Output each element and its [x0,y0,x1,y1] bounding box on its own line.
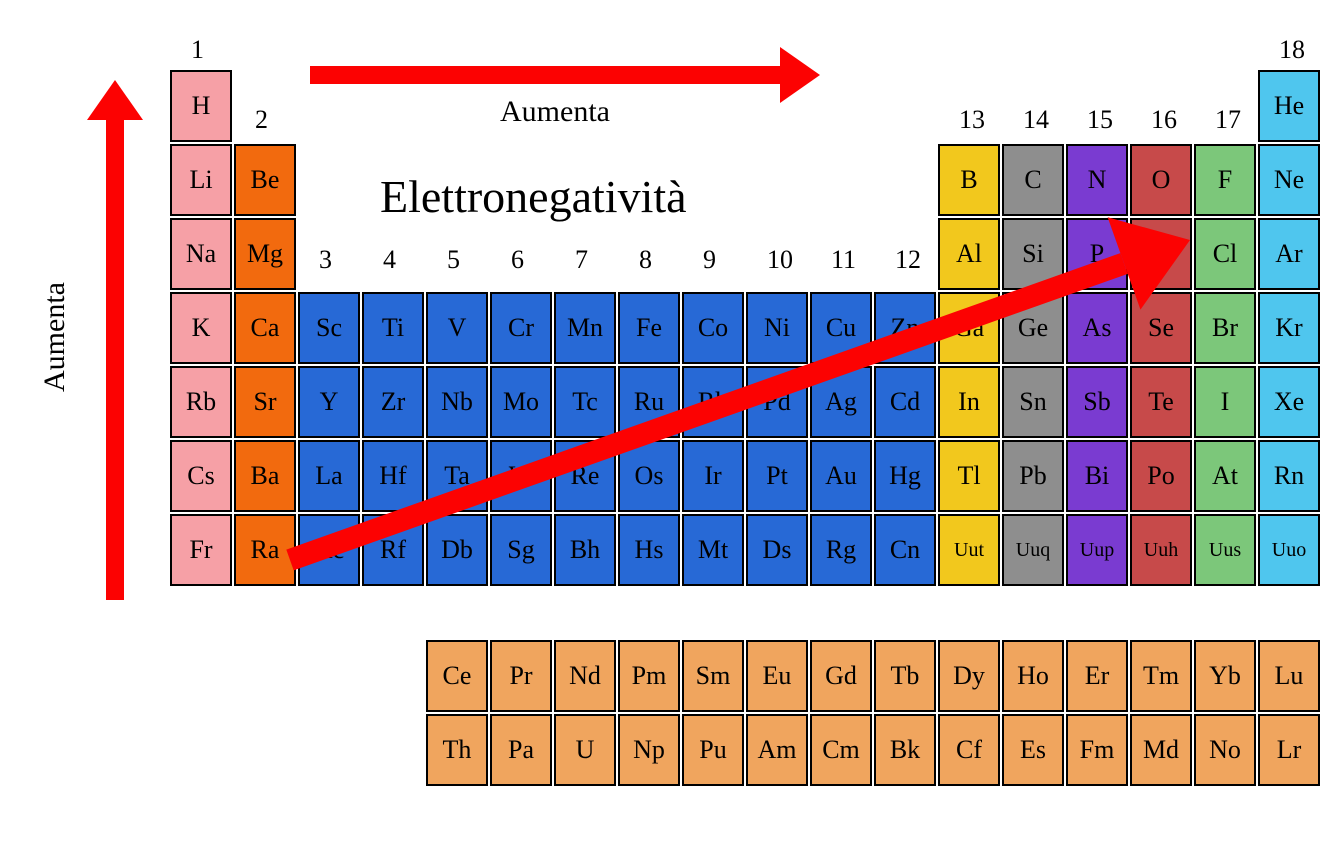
arrow-diagonal-icon [20,20,1320,844]
periodic-table-diagram: 123456789101112131415161718HHeLiBeBCNOFN… [20,20,1300,804]
